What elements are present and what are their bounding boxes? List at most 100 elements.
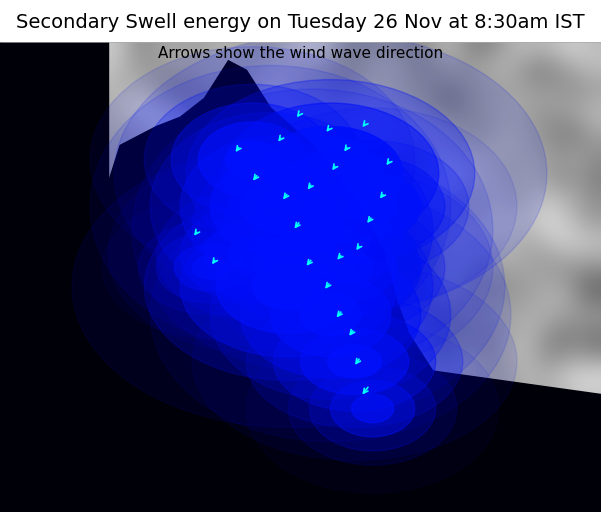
Ellipse shape: [240, 251, 421, 378]
Ellipse shape: [270, 272, 391, 357]
Ellipse shape: [300, 293, 361, 336]
Ellipse shape: [171, 103, 334, 216]
Ellipse shape: [144, 193, 433, 380]
Ellipse shape: [240, 251, 421, 378]
Ellipse shape: [252, 263, 325, 310]
Ellipse shape: [246, 296, 463, 428]
Ellipse shape: [273, 312, 436, 411]
Ellipse shape: [300, 234, 397, 301]
Ellipse shape: [171, 103, 334, 216]
Ellipse shape: [192, 256, 228, 280]
Ellipse shape: [204, 221, 300, 286]
Ellipse shape: [228, 237, 276, 270]
Ellipse shape: [144, 193, 433, 380]
Ellipse shape: [180, 204, 325, 303]
Ellipse shape: [180, 204, 325, 303]
Ellipse shape: [252, 202, 445, 333]
Ellipse shape: [222, 103, 439, 244]
Ellipse shape: [156, 232, 264, 303]
Ellipse shape: [282, 206, 343, 253]
Ellipse shape: [171, 103, 334, 216]
Ellipse shape: [174, 244, 246, 291]
Ellipse shape: [192, 136, 433, 324]
Ellipse shape: [186, 79, 475, 268]
Ellipse shape: [228, 237, 276, 270]
Ellipse shape: [180, 204, 325, 303]
Ellipse shape: [288, 352, 457, 465]
Ellipse shape: [252, 183, 373, 277]
Ellipse shape: [349, 190, 397, 223]
Ellipse shape: [144, 84, 361, 234]
Ellipse shape: [300, 293, 361, 336]
Ellipse shape: [240, 183, 300, 230]
Ellipse shape: [144, 84, 361, 234]
Ellipse shape: [276, 141, 469, 272]
Ellipse shape: [300, 157, 445, 256]
Ellipse shape: [300, 157, 445, 256]
Ellipse shape: [180, 216, 397, 357]
Ellipse shape: [222, 160, 403, 301]
Ellipse shape: [204, 221, 300, 286]
Ellipse shape: [252, 202, 445, 333]
Ellipse shape: [276, 141, 469, 272]
Ellipse shape: [276, 218, 421, 317]
Bar: [0, 42, 108, 512]
Ellipse shape: [328, 345, 382, 378]
Ellipse shape: [300, 329, 409, 395]
Ellipse shape: [156, 232, 264, 303]
Ellipse shape: [300, 329, 409, 395]
Ellipse shape: [270, 272, 391, 357]
Ellipse shape: [282, 206, 343, 253]
Ellipse shape: [180, 136, 361, 277]
Ellipse shape: [222, 160, 403, 301]
Ellipse shape: [300, 234, 397, 301]
Text: Secondary Swell energy on Tuesday 26 Nov at 8:30am IST: Secondary Swell energy on Tuesday 26 Nov…: [16, 13, 585, 32]
Ellipse shape: [192, 136, 433, 324]
Ellipse shape: [156, 188, 349, 319]
Ellipse shape: [252, 202, 445, 333]
Ellipse shape: [180, 136, 361, 277]
Ellipse shape: [216, 240, 361, 333]
Ellipse shape: [276, 218, 421, 317]
Ellipse shape: [174, 244, 246, 291]
Ellipse shape: [349, 190, 397, 223]
Ellipse shape: [331, 380, 415, 437]
Ellipse shape: [240, 183, 300, 230]
Ellipse shape: [180, 136, 361, 277]
Ellipse shape: [258, 126, 403, 221]
Ellipse shape: [294, 150, 367, 197]
Ellipse shape: [300, 234, 397, 301]
Ellipse shape: [240, 183, 300, 230]
Ellipse shape: [225, 141, 279, 178]
Ellipse shape: [174, 244, 246, 291]
Ellipse shape: [198, 122, 307, 197]
Ellipse shape: [328, 345, 382, 378]
Ellipse shape: [294, 150, 367, 197]
Ellipse shape: [349, 190, 397, 223]
Ellipse shape: [325, 251, 373, 284]
Ellipse shape: [352, 395, 394, 423]
Ellipse shape: [352, 395, 394, 423]
Ellipse shape: [222, 160, 403, 301]
Ellipse shape: [273, 312, 436, 411]
Ellipse shape: [225, 141, 279, 178]
Ellipse shape: [210, 230, 451, 399]
Ellipse shape: [273, 312, 436, 411]
Text: Arrows show the wind wave direction: Arrows show the wind wave direction: [158, 46, 443, 61]
Ellipse shape: [222, 103, 439, 244]
Ellipse shape: [325, 251, 373, 284]
Ellipse shape: [216, 240, 361, 333]
Ellipse shape: [325, 251, 373, 284]
Ellipse shape: [246, 296, 463, 428]
Ellipse shape: [300, 329, 409, 395]
Ellipse shape: [216, 240, 361, 333]
Ellipse shape: [352, 395, 394, 423]
Ellipse shape: [156, 232, 264, 303]
Ellipse shape: [328, 345, 382, 378]
Ellipse shape: [276, 218, 421, 317]
Ellipse shape: [228, 237, 276, 270]
Ellipse shape: [310, 366, 436, 451]
Ellipse shape: [310, 366, 436, 451]
Ellipse shape: [288, 352, 457, 465]
Ellipse shape: [325, 174, 421, 240]
